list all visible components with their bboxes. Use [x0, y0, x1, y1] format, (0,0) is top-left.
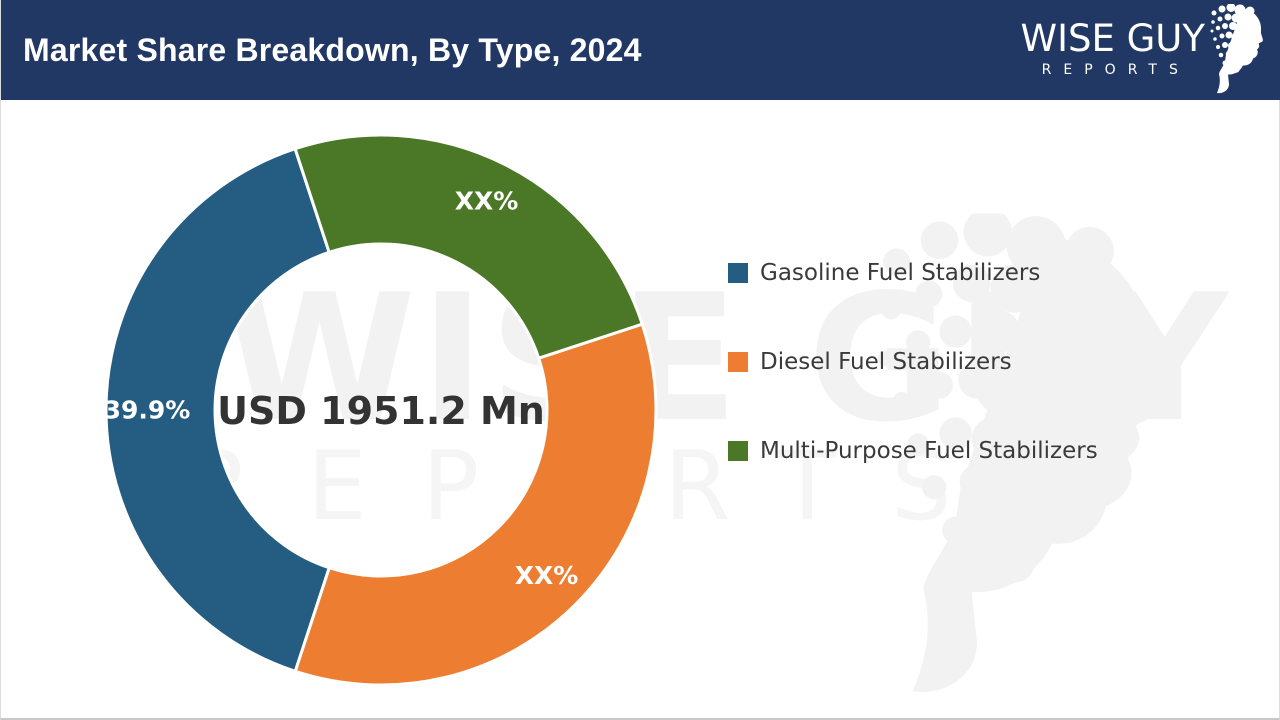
brand-logo-text: WISE GUY REPORTS — [1021, 19, 1205, 79]
legend-label-diesel: Diesel Fuel Stabilizers — [760, 349, 1012, 375]
header: Market Share Breakdown, By Type, 2024 WI… — [1, 0, 1280, 100]
legend-label-gasoline: Gasoline Fuel Stabilizers — [760, 260, 1041, 286]
legend-item-multipurpose: Multi-Purpose Fuel Stabilizers — [728, 436, 1098, 466]
legend-item-gasoline: Gasoline Fuel Stabilizers — [728, 258, 1040, 288]
legend-label-multipurpose: Multi-Purpose Fuel Stabilizers — [760, 438, 1098, 464]
segment-label-gasoline-fuel-stabilizers: 39.9% — [104, 396, 191, 425]
brand-logo: WISE GUY REPORTS — [1021, 4, 1267, 94]
legend-item-diesel: Diesel Fuel Stabilizers — [728, 347, 1012, 377]
legend-swatch-diesel — [728, 352, 748, 372]
donut-center-value: USD 1951.2 Mn — [217, 389, 545, 433]
donut-segment-diesel-fuel-stabilizers — [293, 322, 658, 687]
legend-swatch-multipurpose — [728, 441, 748, 461]
legend-swatch-gasoline — [728, 263, 748, 283]
segment-label-diesel-fuel-stabilizers: XX% — [515, 561, 579, 590]
donut-segment-multi-purpose-fuel-stabilizers — [293, 133, 644, 360]
donut-segment-gasoline-fuel-stabilizers — [104, 147, 331, 673]
brand-name: WISE GUY — [1020, 17, 1205, 60]
segment-label-multi-purpose-fuel-stabilizers: XX% — [455, 187, 519, 216]
brand-face-icon — [1207, 4, 1267, 94]
brand-subname: REPORTS — [1041, 62, 1190, 78]
page-title: Market Share Breakdown, By Type, 2024 — [23, 31, 642, 68]
